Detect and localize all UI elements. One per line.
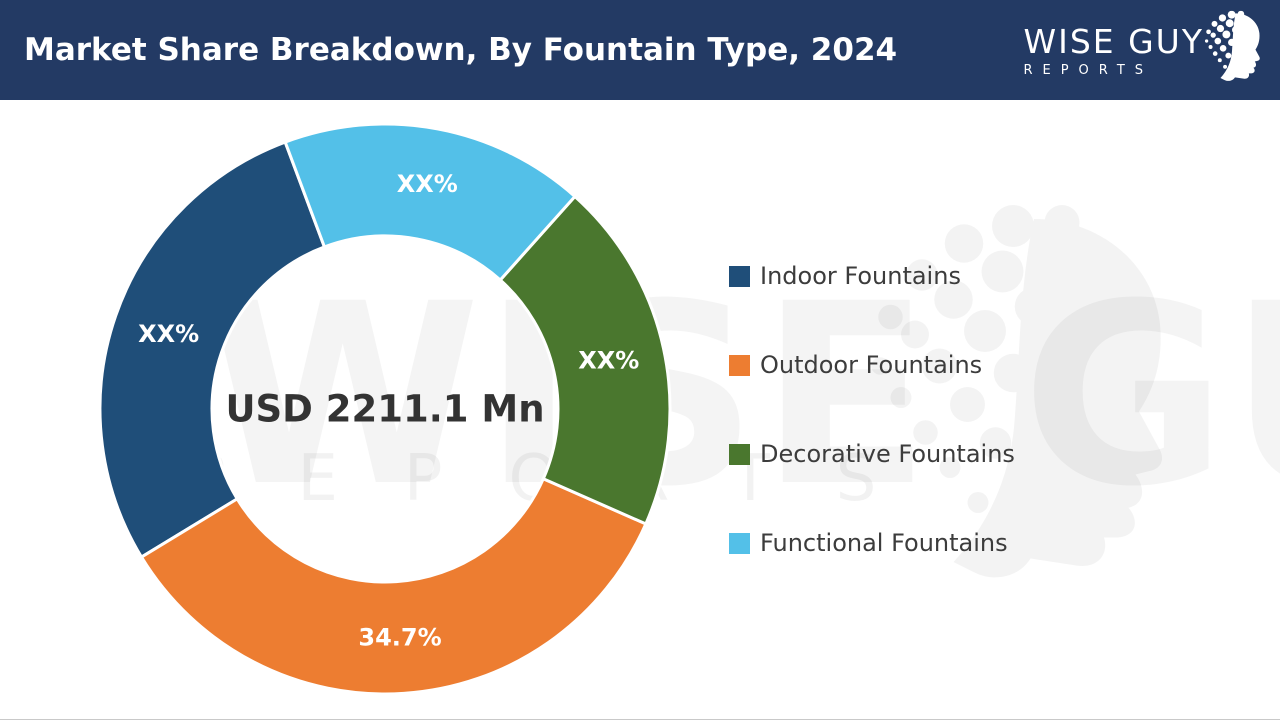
legend-label: Indoor Fountains bbox=[760, 262, 961, 290]
logo-text-block: WISE GUY REPORTS bbox=[1023, 22, 1204, 79]
donut-segment-label: XX% bbox=[397, 170, 458, 198]
legend-label: Decorative Fountains bbox=[760, 440, 1015, 468]
logo-wordmark: WISE GUY bbox=[1023, 22, 1204, 61]
legend-swatch-indoor bbox=[729, 265, 750, 287]
legend-swatch-functional bbox=[729, 532, 750, 554]
donut-segment-indoor-fountains bbox=[98, 140, 326, 559]
legend: Indoor Fountains Outdoor Fountains Decor… bbox=[729, 100, 1149, 719]
legend-swatch-outdoor bbox=[729, 354, 750, 376]
legend-item-functional-fountains: Functional Fountains bbox=[729, 529, 1008, 557]
chart-area: WISE GUY REPORTS XX%34.7%XX%XX% USD 2211… bbox=[0, 100, 1280, 719]
legend-item-indoor-fountains: Indoor Fountains bbox=[729, 262, 961, 290]
donut-segment-decorative-fountains bbox=[498, 194, 672, 526]
logo-face-icon bbox=[1200, 10, 1266, 84]
legend-item-decorative-fountains: Decorative Fountains bbox=[729, 440, 1015, 468]
legend-item-outdoor-fountains: Outdoor Fountains bbox=[729, 351, 983, 379]
legend-label: Outdoor Fountains bbox=[760, 351, 983, 379]
donut-chart: XX% 34.7% XX% XX% bbox=[98, 122, 672, 696]
legend-swatch-decorative bbox=[729, 443, 750, 465]
donut-segment-functional-fountains bbox=[283, 122, 577, 282]
logo-subtext: REPORTS bbox=[1023, 63, 1154, 79]
page-title: Market Share Breakdown, By Fountain Type… bbox=[24, 32, 898, 68]
donut-segment-label: XX% bbox=[578, 347, 639, 375]
legend-label: Functional Fountains bbox=[760, 529, 1008, 557]
donut-center-value: USD 2211.1 Mn bbox=[225, 387, 545, 431]
wise-guy-logo: WISE GUY REPORTS bbox=[1023, 10, 1266, 84]
header: Market Share Breakdown, By Fountain Type… bbox=[0, 0, 1280, 100]
donut-segment-outdoor-fountains bbox=[139, 477, 648, 696]
donut-segment-label: 34.7% bbox=[358, 624, 441, 652]
donut-segment-label: XX% bbox=[138, 320, 199, 348]
